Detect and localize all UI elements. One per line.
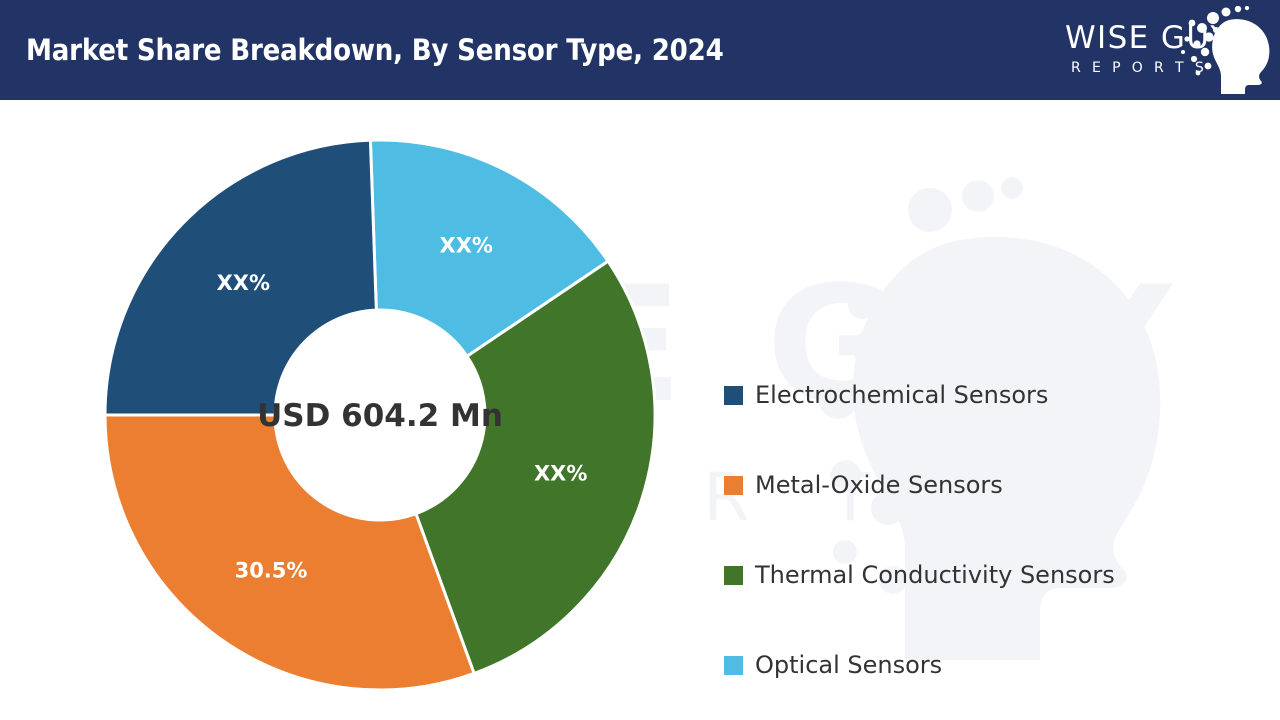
legend-swatch-icon	[724, 655, 743, 675]
legend-swatch-icon	[724, 385, 743, 405]
legend-item-optical-sensors[interactable]: Optical Sensors	[724, 620, 1204, 710]
legend-item-metal-oxide-sensors[interactable]: Metal-Oxide Sensors	[724, 440, 1204, 530]
head-profile-icon	[1181, 6, 1270, 94]
legend-item-thermal-conductivity-sensors[interactable]: Thermal Conductivity Sensors	[724, 530, 1204, 620]
slice-label-metal-oxide-sensors: 30.5%	[235, 559, 308, 583]
legend-item-label: Thermal Conductivity Sensors	[755, 561, 1115, 589]
donut-center-value: USD 604.2 Mn	[257, 398, 503, 434]
page-title: Market Share Breakdown, By Sensor Type, …	[26, 33, 724, 67]
legend-item-label: Electrochemical Sensors	[755, 381, 1049, 409]
wise-guy-reports-logo: WISE GUY R E P O R T S	[1065, 6, 1270, 94]
donut-chart: XX% XX% 30.5% XX% USD 604.2 Mn	[103, 138, 657, 692]
legend-swatch-icon	[724, 475, 743, 495]
legend-item-label: Optical Sensors	[755, 651, 943, 679]
legend-swatch-icon	[724, 565, 743, 585]
slice-label-optical-sensors: XX%	[440, 234, 493, 258]
chart-area: WISE GUY R E P O R T S	[0, 100, 1280, 720]
pie-slice-thermal-conductivity-sensors[interactable]	[413, 259, 657, 676]
slice-label-electrochemical-sensors: XX%	[217, 271, 270, 295]
legend-item-electrochemical-sensors[interactable]: Electrochemical Sensors	[724, 350, 1204, 440]
donut-hole	[275, 310, 485, 520]
chart-legend: Electrochemical Sensors Metal-Oxide Sens…	[724, 350, 1204, 710]
logo-wordmark-secondary: R E P O R T S	[1071, 60, 1207, 76]
slice-label-thermal-conductivity-sensors: XX%	[534, 462, 587, 486]
header-bar: Market Share Breakdown, By Sensor Type, …	[0, 0, 1280, 100]
legend-item-label: Metal-Oxide Sensors	[755, 471, 1003, 499]
